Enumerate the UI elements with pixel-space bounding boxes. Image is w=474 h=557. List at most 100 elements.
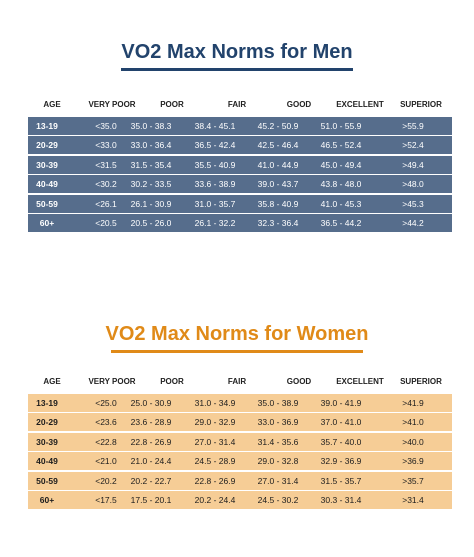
- men-header-row: AGE VERY POOR POOR FAIR GOOD EXCELLENT S…: [22, 88, 452, 122]
- table-cell: 22.8 - 26.9: [130, 436, 172, 447]
- table-cell: <35.0: [95, 121, 117, 131]
- table-cell: 20.5 - 26.0: [130, 218, 172, 228]
- table-row: 20-29 <23.6 23.6 - 28.9 29.0 - 32.9 33.0 - 3…: [28, 413, 452, 432]
- women-header-row: AGE VERY POOR POOR FAIR GOOD EXCELLENT S…: [22, 365, 452, 399]
- header-good: GOOD: [286, 377, 312, 386]
- table-cell: >41.0: [402, 417, 424, 428]
- table-cell: <33.0: [95, 140, 117, 151]
- table-cell: 35.5 - 40.9: [194, 159, 236, 170]
- men-title: VO2 Max Norms for Men: [0, 40, 474, 71]
- header-superior: SUPERIOR: [400, 100, 442, 109]
- table-cell: >45.3: [402, 198, 424, 209]
- age-cell: 30-39: [36, 159, 58, 170]
- age-cell: 50-59: [36, 475, 58, 486]
- table-cell: <26.1: [95, 198, 117, 209]
- table-cell: 20.2 - 24.4: [194, 495, 236, 505]
- age-cell: 20-29: [36, 140, 58, 151]
- table-cell: >44.2: [402, 218, 424, 228]
- header-excellent: EXCELLENT: [336, 100, 384, 109]
- women-title: VO2 Max Norms for Women: [0, 322, 474, 353]
- table-cell: >31.4: [402, 495, 424, 505]
- table-cell: 30.3 - 31.4: [320, 495, 362, 505]
- table-cell: 35.0 - 38.3: [130, 121, 172, 131]
- table-cell: 29.0 - 32.9: [194, 417, 236, 428]
- table-row: 50-59 <20.2 20.2 - 22.7 22.8 - 26.9 27.0 - 3…: [28, 471, 452, 490]
- table-cell: <31.5: [95, 159, 117, 170]
- table-cell: >48.0: [402, 179, 424, 190]
- table-cell: 26.1 - 30.9: [130, 198, 172, 209]
- table-cell: <30.2: [95, 179, 117, 190]
- header-fair: FAIR: [227, 100, 247, 109]
- table-cell: 25.0 - 30.9: [130, 398, 172, 408]
- age-cell: 20-29: [36, 417, 58, 428]
- header-poor: POOR: [160, 377, 184, 386]
- table-cell: 43.8 - 48.0: [320, 179, 362, 190]
- table-cell: 29.0 - 32.8: [257, 456, 299, 467]
- table-cell: 42.5 - 46.4: [257, 140, 299, 151]
- table-cell: 33.0 - 36.4: [130, 140, 172, 151]
- women-title-text: VO2 Max Norms for Women: [105, 323, 369, 345]
- table-cell: 27.0 - 31.4: [194, 436, 236, 447]
- table-row: 30-39 <31.5 31.5 - 35.4 35.5 - 40.9 41.0 - 4…: [28, 155, 452, 174]
- table-cell: 31.5 - 35.4: [130, 159, 172, 170]
- table-cell: <23.6: [95, 417, 117, 428]
- table-cell: 38.4 - 45.1: [194, 121, 236, 131]
- age-cell: 40-49: [36, 456, 58, 467]
- table-cell: 32.3 - 36.4: [257, 218, 299, 228]
- table-row: 40-49 <30.2 30.2 - 33.5 33.6 - 38.9 39.0 - 4…: [28, 175, 452, 194]
- men-title-text: VO2 Max Norms for Men: [121, 41, 353, 63]
- table-cell: >35.7: [402, 475, 424, 486]
- table-row: 30-39 <22.8 22.8 - 26.9 27.0 - 31.4 31.4 - 3…: [28, 432, 452, 451]
- table-row: 50-59 <26.1 26.1 - 30.9 31.0 - 35.7 35.8 - 4…: [28, 194, 452, 213]
- age-cell: 40-49: [36, 179, 58, 190]
- table-cell: 17.5 - 20.1: [130, 495, 172, 505]
- table-cell: 41.0 - 45.3: [320, 198, 362, 209]
- table-row: 13-19 <35.0 35.0 - 38.3 38.4 - 45.1 45.2 - 5…: [28, 117, 452, 135]
- table-cell: 37.0 - 41.0: [320, 417, 362, 428]
- table-row: 60+ <20.5 20.5 - 26.0 26.1 - 32.2 32.3 - 36.…: [28, 214, 452, 232]
- men-title-underline: [121, 68, 353, 71]
- header-age: AGE: [43, 100, 61, 109]
- women-title-underline: [111, 350, 363, 353]
- table-cell: >40.0: [402, 436, 424, 447]
- table-cell: 22.8 - 26.9: [194, 475, 236, 486]
- table-cell: 31.0 - 34.9: [194, 398, 236, 408]
- age-cell: 30-39: [36, 436, 58, 447]
- table-cell: 30.2 - 33.5: [130, 179, 172, 190]
- table-cell: 33.0 - 36.9: [257, 417, 299, 428]
- table-cell: 24.5 - 28.9: [194, 456, 236, 467]
- table-cell: 32.9 - 36.9: [320, 456, 362, 467]
- table-cell: 33.6 - 38.9: [194, 179, 236, 190]
- header-poor: POOR: [160, 100, 184, 109]
- header-age: AGE: [43, 377, 61, 386]
- header-superior: SUPERIOR: [400, 377, 442, 386]
- table-cell: <20.5: [95, 218, 117, 228]
- table-cell: 23.6 - 28.9: [130, 417, 172, 428]
- table-cell: 21.0 - 24.4: [130, 456, 172, 467]
- table-cell: >52.4: [402, 140, 424, 151]
- table-cell: 36.5 - 42.4: [194, 140, 236, 151]
- table-cell: 26.1 - 32.2: [194, 218, 236, 228]
- table-cell: 45.0 - 49.4: [320, 159, 362, 170]
- table-cell: >49.4: [402, 159, 424, 170]
- age-cell: 50-59: [36, 198, 58, 209]
- table-cell: 31.4 - 35.6: [257, 436, 299, 447]
- table-cell: 20.2 - 22.7: [130, 475, 172, 486]
- table-cell: 35.8 - 40.9: [257, 198, 299, 209]
- header-very-poor: VERY POOR: [88, 377, 136, 386]
- age-cell: 13-19: [36, 398, 58, 408]
- table-row: 13-19 <25.0 25.0 - 30.9 31.0 - 34.9 35.0 - 3…: [28, 394, 452, 412]
- header-excellent: EXCELLENT: [336, 377, 384, 386]
- table-cell: 39.0 - 41.9: [320, 398, 362, 408]
- age-cell: 60+: [39, 495, 55, 505]
- table-cell: 36.5 - 44.2: [320, 218, 362, 228]
- table-cell: 41.0 - 44.9: [257, 159, 299, 170]
- table-row: 40-49 <21.0 21.0 - 24.4 24.5 - 28.9 29.0 - 3…: [28, 452, 452, 471]
- header-fair: FAIR: [227, 377, 247, 386]
- header-good: GOOD: [286, 100, 312, 109]
- table-cell: <21.0: [95, 456, 117, 467]
- table-cell: >41.9: [402, 398, 424, 408]
- table-cell: 51.0 - 55.9: [320, 121, 362, 131]
- table-row: 20-29 <33.0 33.0 - 36.4 36.5 - 42.4 42.5 - 4…: [28, 136, 452, 155]
- header-very-poor: VERY POOR: [88, 100, 136, 109]
